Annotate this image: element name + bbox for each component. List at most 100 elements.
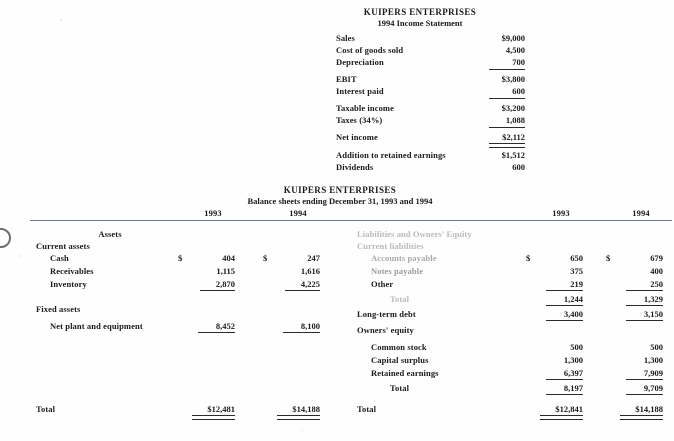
bs-equity-label-common-stock: Common stock	[371, 342, 427, 352]
bs-liab-value-accounts-payable-1993: 650	[570, 253, 583, 263]
bs-liab-rule-other-1994	[626, 290, 663, 291]
is-row-label-addition-re: Addition to retained earnings	[336, 150, 446, 160]
bs-long-term-debt-1993: 3,400	[563, 309, 583, 319]
is-row-value-dividends: 600	[512, 162, 525, 172]
is-row-value-ebit: $3,800	[501, 74, 525, 84]
bs-rule-long-term-debt-1993	[546, 320, 583, 321]
bs-liab-value-other-1993: 219	[570, 279, 583, 289]
bs-rule-retained-earnings-1993	[546, 379, 583, 380]
balance-sheet-title: Balance sheets ending December 31, 1993 …	[247, 196, 433, 206]
scan-speckle	[311, 399, 313, 401]
is-row-value-depreciation: 700	[512, 57, 525, 67]
is-rule-above-ebit	[489, 69, 525, 70]
is-row-label-sales: Sales	[336, 33, 355, 43]
bs-liabilities-total-label: Total	[357, 404, 377, 414]
is-row-value-taxes: 1,088	[505, 115, 525, 125]
bs-right-year-1994: 1994	[632, 208, 650, 218]
bs-liab-label-accounts-payable: Accounts payable	[371, 253, 437, 263]
bs-liabilities-total-double-rule-1994	[620, 415, 663, 420]
bs-liab-ap-dollar-1994: $	[606, 253, 611, 263]
bs-liab-value-notes-payable-1993: 375	[570, 266, 583, 276]
is-row-label-depreciation: Depreciation	[336, 57, 384, 67]
bs-liab-value-notes-payable-1994: 400	[650, 266, 663, 276]
bs-asset-rule-inventory-1993	[200, 290, 235, 291]
balance-sheet-company: KUIPERS ENTERPRISES	[283, 185, 397, 195]
bs-liabilities-total-1994: $14,188	[635, 404, 663, 414]
bs-liabilities-total-1993: $12,841	[555, 404, 583, 414]
bs-asset-label-inventory: Inventory	[50, 279, 87, 289]
bs-liab-label-other: Other	[371, 279, 394, 289]
bs-asset-rule-inventory-1994	[285, 290, 320, 291]
bs-assets-total-double-rule-1994	[277, 415, 320, 420]
bs-asset-cash-dollar-1993: $	[178, 253, 183, 263]
bs-asset-value-net-plant-1994: 8,100	[300, 321, 320, 331]
hole-punch-artifact	[0, 228, 11, 248]
bs-equity-total-1993: 8,197	[563, 383, 583, 393]
bs-assets-total-label: Total	[36, 404, 56, 414]
is-row-value-sales: $9,000	[501, 33, 525, 43]
bs-long-term-debt-1994: 3,150	[643, 309, 663, 319]
bs-liabilities-total-double-rule-1993	[540, 415, 583, 420]
bs-left-year-1993: 1993	[204, 208, 222, 218]
bs-liab-label-notes-payable: Notes payable	[371, 266, 424, 276]
bs-asset-cash-dollar-1994: $	[263, 253, 268, 263]
bs-current-assets-heading: Current assets	[36, 241, 90, 251]
bs-equity-value-capital-surplus-1993: 1,300	[563, 355, 583, 365]
bs-equity-total-label: Total	[390, 383, 410, 393]
bs-rule-long-term-debt-1994	[626, 320, 663, 321]
bs-equity-value-capital-surplus-1994: 1,300	[643, 355, 663, 365]
is-row-label-interest-paid: Interest paid	[336, 86, 384, 96]
bs-liab-value-other-1994: 250	[650, 279, 663, 289]
bs-current-liabilities-heading: Current liabilities	[357, 241, 424, 251]
is-row-value-interest-paid: 600	[512, 86, 525, 96]
bs-equity-value-retained-earnings-1994: 7,909	[643, 368, 663, 378]
bs-assets-total-double-rule-1993	[192, 415, 235, 420]
is-rule-above-taxable-income	[489, 98, 525, 99]
is-row-label-net-income: Net income	[336, 132, 378, 142]
income-statement-company: KUIPERS ENTERPRISES	[363, 7, 477, 17]
is-row-label-taxes: Taxes (34%)	[336, 115, 383, 125]
bs-asset-label-receivables: Receivables	[50, 266, 94, 276]
bs-right-year-1993: 1993	[552, 208, 570, 218]
bs-owners-equity-heading: Owners' equity	[357, 325, 414, 335]
bs-asset-label-net-plant: Net plant and equipment	[50, 321, 143, 331]
bs-asset-value-receivables-1993: 1,115	[216, 266, 235, 276]
bs-asset-value-receivables-1994: 1,616	[300, 266, 320, 276]
is-row-label-taxable-income: Taxable income	[336, 103, 394, 113]
bs-liab-ap-dollar-1993: $	[526, 253, 531, 263]
bs-rule-equity-total-1993	[546, 394, 583, 395]
bs-header-rule	[30, 220, 672, 221]
bs-asset-value-inventory-1994: 4,225	[300, 279, 320, 289]
is-row-label-dividends: Dividends	[336, 162, 374, 172]
bs-liab-rule-other-1993	[546, 290, 583, 291]
bs-equity-label-capital-surplus: Capital surplus	[371, 355, 429, 365]
bs-rule-retained-earnings-1994	[626, 379, 663, 380]
bs-liab-value-accounts-payable-1994: 679	[650, 253, 663, 263]
bs-rule-current-liab-total-1994	[626, 305, 663, 306]
is-row-value-cogs: 4,500	[505, 45, 525, 55]
bs-equity-value-retained-earnings-1993: 6,397	[563, 368, 583, 378]
bs-asset-rule-net-plant-1993	[198, 332, 235, 333]
bs-asset-rule-net-plant-1994	[283, 332, 320, 333]
bs-current-liabilities-total-1993: 1,244	[563, 294, 583, 304]
is-row-value-taxable-income: $3,200	[501, 103, 525, 113]
bs-assets-total-1993: $12,481	[207, 404, 235, 414]
bs-current-liabilities-total-label: Total	[390, 294, 410, 304]
bs-rule-equity-total-1994	[626, 394, 663, 395]
is-row-label-ebit: EBIT	[336, 74, 357, 84]
scan-speckle	[60, 19, 62, 21]
bs-asset-value-cash-1994: 247	[307, 253, 320, 263]
is-row-label-cogs: Cost of goods sold	[336, 45, 404, 55]
is-row-value-addition-re: $1,512	[501, 150, 525, 160]
is-rule-above-net-income	[489, 127, 525, 128]
bs-equity-value-common-stock-1993: 500	[570, 342, 583, 352]
bs-asset-value-inventory-1993: 2,870	[215, 279, 235, 289]
bs-equity-label-retained-earnings: Retained earnings	[371, 368, 439, 378]
scan-speckle	[20, 255, 22, 257]
bs-assets-total-1994: $14,188	[292, 404, 320, 414]
income-statement-title: 1994 Income Statement	[377, 18, 463, 28]
bs-current-liabilities-total-1994: 1,329	[643, 294, 663, 304]
bs-equity-total-1994: 9,709	[643, 383, 663, 393]
bs-asset-value-cash-1993: 404	[222, 253, 235, 263]
